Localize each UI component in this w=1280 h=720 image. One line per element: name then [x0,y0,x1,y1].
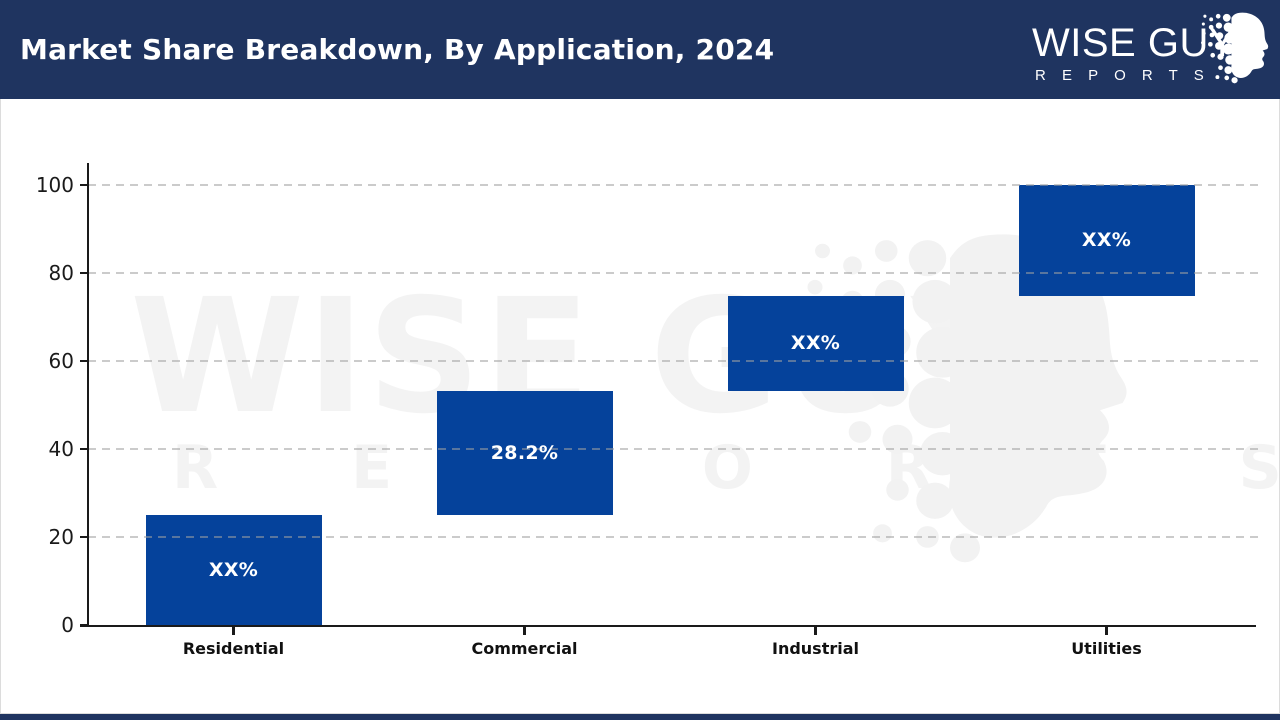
x-tick-label: Industrial [771,639,859,658]
x-tick-label: Residential [182,639,285,658]
bar [436,390,613,515]
bar-value-label: XX% [1081,229,1132,252]
y-tick-mark [80,271,88,275]
y-tick-label: 40 [48,437,74,461]
y-tick-label: 100 [35,173,74,197]
bar-value-label: XX% [208,559,259,581]
y-tick-label: 60 [48,349,74,373]
y-axis-line [86,163,89,627]
y-tick-mark [80,623,88,627]
x-tick-mark [814,626,817,635]
gridline [88,448,1258,450]
footer-bar [0,714,1280,720]
bar [145,515,322,625]
wise-guy-reports-logo: WISE GUY R E P O R T S [1032,12,1269,84]
chart-title: Market Share Breakdown, By Application, … [20,33,775,66]
x-tick-mark [1105,626,1108,635]
y-tick-mark [80,359,88,363]
footer-divider [0,713,1280,714]
y-tick-mark [80,183,88,187]
gridline [88,184,1258,186]
y-tick-mark [80,535,88,539]
x-tick-label: Commercial [471,639,578,658]
y-tick-label: 80 [48,261,74,285]
header-bar: Market Share Breakdown, By Application, … [0,0,1280,99]
logo-wordmark: WISE GUY [1032,21,1236,65]
gridline [88,536,1258,538]
gridline [88,360,1258,362]
y-tick-label: 0 [61,613,74,637]
x-axis-line [80,624,1256,627]
y-tick-mark [80,447,88,451]
x-tick-mark [523,626,526,635]
logo-subtitle: R E P O R T S [1035,67,1210,84]
y-tick-label: 20 [48,525,74,549]
bar-value-label: 28.2% [490,441,559,464]
x-tick-mark [232,626,235,635]
bar [727,295,904,391]
x-tick-label: Utilities [1071,639,1142,658]
bar-value-label: XX% [790,332,841,355]
gridline [88,272,1258,274]
bar [1018,185,1195,296]
